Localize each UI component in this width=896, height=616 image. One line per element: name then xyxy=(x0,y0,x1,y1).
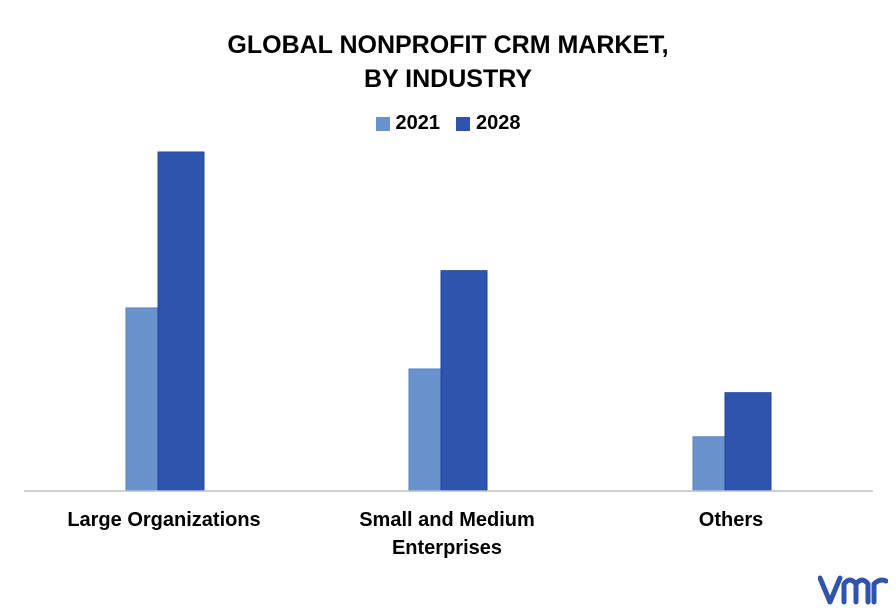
bar-2021-2 xyxy=(692,436,726,492)
bar-2021-1 xyxy=(408,368,442,492)
legend-label-2021: 2021 xyxy=(395,112,441,134)
legend: 2021 2028 xyxy=(0,112,896,135)
chart-title: GLOBAL NONPROFIT CRM MARKET, BY INDUSTRY xyxy=(0,28,896,96)
legend-item-2028: 2028 xyxy=(456,112,521,135)
x-tick-label-0-line-0: Large Organizations xyxy=(67,509,260,531)
chart-title-line-2: BY INDUSTRY xyxy=(363,65,533,93)
x-tick-label-1-line-1: Enterprises xyxy=(392,537,502,559)
x-tick-label-1-line-0: Small and Medium xyxy=(359,509,535,531)
bar-2028-0 xyxy=(157,151,205,492)
x-tick-label-2-line-0: Others xyxy=(699,509,763,531)
bar-2021-0 xyxy=(125,307,159,492)
x-tick-labels: Large Organizations Small and Medium Enter… xyxy=(67,509,763,559)
chart-title-line-1: GLOBAL NONPROFIT CRM MARKET, xyxy=(227,31,669,59)
legend-item-2021: 2021 xyxy=(375,112,441,135)
x-tick-label-0: Large Organizations xyxy=(67,509,260,531)
x-tick-label-2: Others xyxy=(699,509,763,531)
bars-group xyxy=(125,151,772,492)
legend-label-2028: 2028 xyxy=(476,112,521,134)
vmr-logo-icon xyxy=(818,575,888,605)
legend-swatch-2021 xyxy=(375,116,390,131)
bar-2028-2 xyxy=(724,392,772,492)
legend-swatch-2028 xyxy=(456,116,470,131)
bar-2028-1 xyxy=(440,270,488,492)
x-tick-label-1: Small and Medium Enterprises xyxy=(359,509,535,559)
